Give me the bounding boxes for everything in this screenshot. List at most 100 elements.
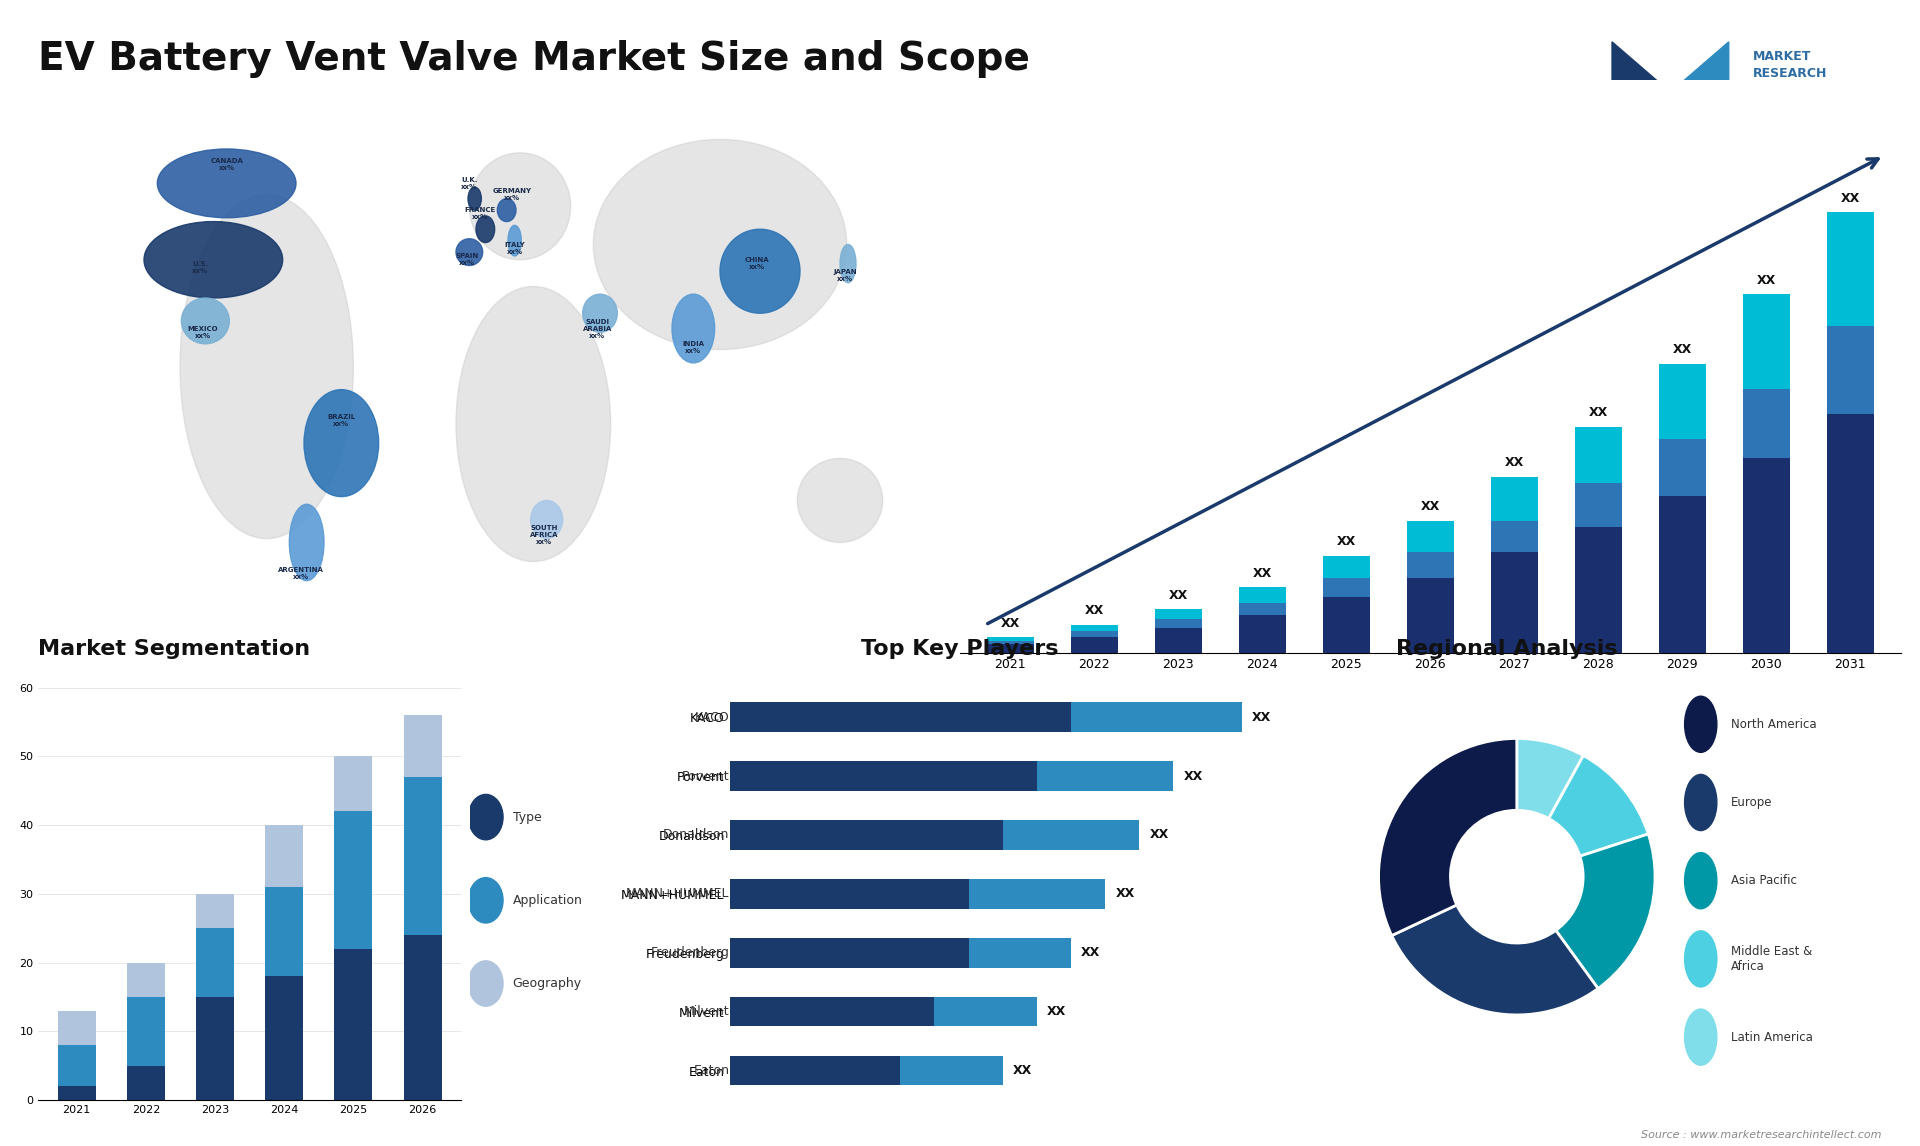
Ellipse shape xyxy=(180,195,353,539)
Bar xyxy=(196,997,234,1100)
Wedge shape xyxy=(1549,755,1647,856)
Text: XX: XX xyxy=(1505,456,1524,470)
Bar xyxy=(1659,363,1705,439)
Ellipse shape xyxy=(290,504,324,581)
Circle shape xyxy=(1684,1008,1716,1066)
Bar xyxy=(58,1086,96,1100)
Text: INDIA
xx%: INDIA xx% xyxy=(682,342,705,354)
Bar xyxy=(1743,388,1789,458)
Text: CANADA
xx%: CANADA xx% xyxy=(209,158,244,171)
Ellipse shape xyxy=(509,226,522,256)
Ellipse shape xyxy=(303,390,378,496)
Text: XX: XX xyxy=(1757,274,1776,286)
Text: Type: Type xyxy=(513,810,541,824)
Ellipse shape xyxy=(180,298,228,344)
Bar xyxy=(730,1055,900,1085)
Text: Top Key Players: Top Key Players xyxy=(862,639,1058,659)
Wedge shape xyxy=(1555,834,1655,989)
Text: MANN+HUMMEL: MANN+HUMMEL xyxy=(626,887,730,901)
Text: U.K.
xx%: U.K. xx% xyxy=(461,176,478,190)
Text: ARGENTINA
xx%: ARGENTINA xx% xyxy=(278,566,324,580)
Bar xyxy=(127,1066,165,1100)
Text: XX: XX xyxy=(1014,1065,1033,1077)
Bar xyxy=(1492,521,1538,552)
Text: Freudenberg: Freudenberg xyxy=(651,947,730,959)
Bar xyxy=(1238,587,1286,603)
Text: XX: XX xyxy=(1000,617,1020,630)
Text: Source : www.marketresearchintellect.com: Source : www.marketresearchintellect.com xyxy=(1642,1130,1882,1140)
Bar xyxy=(730,821,1002,849)
Ellipse shape xyxy=(497,198,516,221)
Bar xyxy=(58,1045,96,1086)
Polygon shape xyxy=(1670,42,1728,131)
Text: CHINA
xx%: CHINA xx% xyxy=(745,257,770,270)
Text: MARKET
RESEARCH
INTELLECT: MARKET RESEARCH INTELLECT xyxy=(1753,49,1828,97)
Bar xyxy=(1743,458,1789,653)
Ellipse shape xyxy=(841,244,856,283)
Bar xyxy=(1574,484,1622,527)
Text: SAUDI
ARABIA
xx%: SAUDI ARABIA xx% xyxy=(582,319,612,338)
Ellipse shape xyxy=(144,221,282,298)
Bar xyxy=(334,811,372,949)
Text: XX: XX xyxy=(1081,947,1100,959)
Wedge shape xyxy=(1392,905,1597,1015)
Text: EV Battery Vent Valve Market Size and Scope: EV Battery Vent Valve Market Size and Sc… xyxy=(38,40,1031,78)
Circle shape xyxy=(1684,853,1716,909)
Bar xyxy=(58,1011,96,1045)
Circle shape xyxy=(468,960,503,1006)
Text: Asia Pacific: Asia Pacific xyxy=(1730,874,1797,887)
Text: XX: XX xyxy=(1085,604,1104,618)
Bar xyxy=(1037,761,1173,791)
Text: SOUTH
AFRICA
xx%: SOUTH AFRICA xx% xyxy=(530,525,559,544)
Bar xyxy=(730,939,968,967)
Ellipse shape xyxy=(476,215,495,243)
Bar xyxy=(730,761,1037,791)
Bar xyxy=(987,644,1033,653)
Text: XX: XX xyxy=(1046,1005,1066,1019)
Bar xyxy=(1407,521,1453,552)
Bar xyxy=(403,777,442,935)
Bar xyxy=(1828,212,1874,325)
Bar xyxy=(730,879,968,909)
Text: XX: XX xyxy=(1588,406,1609,419)
Bar xyxy=(1071,631,1117,637)
Bar xyxy=(127,963,165,997)
Text: Middle East &
Africa: Middle East & Africa xyxy=(1730,945,1812,973)
Text: XX: XX xyxy=(1672,343,1692,356)
Bar xyxy=(968,879,1106,909)
Bar xyxy=(1156,628,1202,653)
Text: FRANCE
xx%: FRANCE xx% xyxy=(465,207,495,220)
Text: MEXICO
xx%: MEXICO xx% xyxy=(188,325,219,339)
Text: KACO: KACO xyxy=(695,711,730,723)
Text: SPAIN
xx%: SPAIN xx% xyxy=(455,253,478,266)
Ellipse shape xyxy=(468,187,482,210)
Text: Porvent: Porvent xyxy=(682,769,730,783)
Text: XX: XX xyxy=(1252,566,1273,580)
Bar xyxy=(196,894,234,928)
Text: Donaldson: Donaldson xyxy=(662,829,730,841)
Bar xyxy=(1574,426,1622,484)
Text: XX: XX xyxy=(1116,887,1135,901)
Bar xyxy=(730,997,935,1027)
Bar xyxy=(1323,556,1369,578)
Bar xyxy=(1156,610,1202,619)
Text: ITALY
xx%: ITALY xx% xyxy=(505,242,524,254)
Text: Market Segmentation: Market Segmentation xyxy=(38,639,311,659)
Bar xyxy=(1071,625,1117,631)
Text: North America: North America xyxy=(1730,717,1816,731)
Circle shape xyxy=(468,878,503,923)
Text: U.S.
xx%: U.S. xx% xyxy=(192,261,207,274)
Text: BRAZIL
xx%: BRAZIL xx% xyxy=(326,414,355,426)
Bar xyxy=(334,949,372,1100)
Circle shape xyxy=(1684,775,1716,831)
Text: Regional Analysis: Regional Analysis xyxy=(1396,639,1619,659)
Text: Application: Application xyxy=(513,894,582,906)
Text: Geography: Geography xyxy=(513,978,582,990)
Bar xyxy=(1492,552,1538,653)
Bar xyxy=(196,928,234,997)
Bar xyxy=(1828,325,1874,414)
Bar xyxy=(1492,477,1538,521)
Bar xyxy=(1407,552,1453,578)
Text: Latin America: Latin America xyxy=(1730,1030,1812,1044)
Ellipse shape xyxy=(468,152,570,260)
